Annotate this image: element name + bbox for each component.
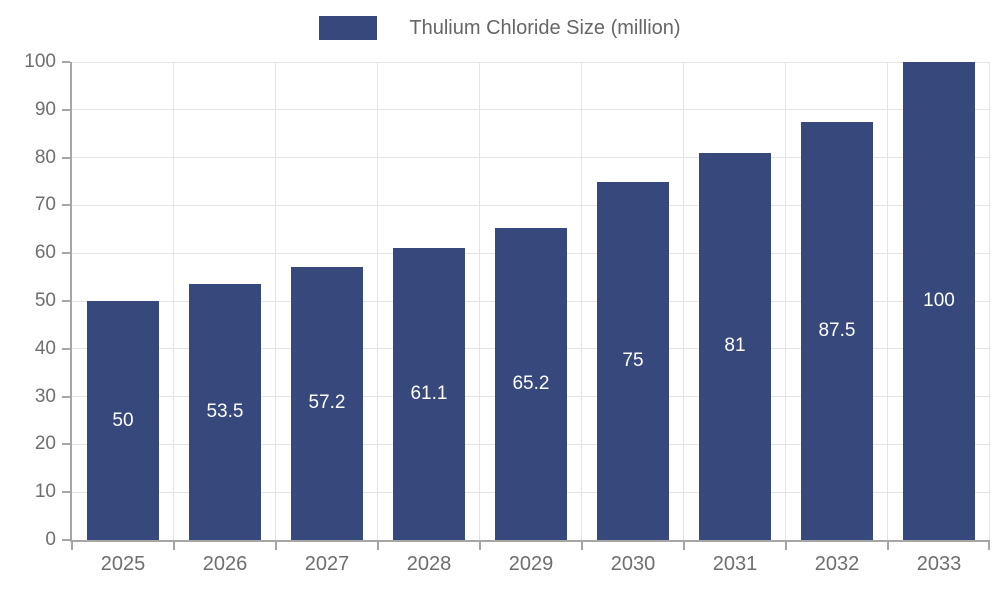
bar[interactable]: 87.5	[800, 121, 874, 540]
bar-value-label: 57.2	[308, 392, 346, 414]
legend[interactable]: Thulium Chloride Size (million)	[0, 15, 1000, 41]
y-axis-tick	[62, 108, 70, 111]
y-axis-label: 10	[34, 481, 56, 503]
y-axis-label: 40	[34, 337, 56, 359]
x-axis-tick	[479, 542, 481, 550]
y-axis-tick	[62, 347, 70, 350]
y-axis-tick	[62, 204, 70, 207]
x-axis-tick	[581, 542, 583, 550]
x-axis-label: 2032	[814, 553, 860, 575]
x-axis-label: 2025	[100, 553, 146, 575]
y-axis-tick	[62, 539, 70, 541]
y-axis-label: 0	[45, 529, 56, 550]
y-axis-label: 90	[34, 98, 56, 120]
bar-value-label: 87.5	[818, 319, 856, 341]
y-axis-tick	[62, 300, 70, 302]
x-axis-label: 2030	[610, 553, 656, 575]
bar[interactable]: 75	[596, 181, 670, 540]
x-axis-tick	[173, 542, 175, 550]
plot-area: 0 10 20 30 40 50 60 70 80 90 100 50 2025 53.5 2026 57.2…	[24, 51, 990, 575]
bar[interactable]: 81	[698, 152, 772, 540]
x-axis-label: 2028	[406, 553, 452, 575]
legend-swatch-icon	[319, 16, 378, 40]
y-axis-label: 50	[34, 290, 56, 311]
x-gridline	[377, 62, 378, 540]
bar[interactable]: 65.2	[494, 228, 568, 540]
y-axis-tick	[62, 491, 70, 494]
x-axis-tick	[377, 542, 379, 550]
bar-value-label: 61.1	[410, 382, 448, 404]
x-gridline	[479, 62, 480, 540]
x-gridline	[887, 62, 888, 540]
bar[interactable]: 61.1	[392, 247, 466, 540]
y-axis-tick	[62, 252, 70, 255]
bar[interactable]: 100	[902, 62, 976, 540]
bar[interactable]: 53.5	[188, 284, 262, 540]
y-gridline	[72, 61, 990, 63]
y-axis-tick	[62, 395, 70, 398]
bar-value-label: 53.5	[206, 401, 244, 423]
y-axis-label: 80	[34, 146, 56, 168]
y-axis-tick	[62, 443, 70, 446]
x-axis-label: 2029	[508, 553, 554, 575]
x-gridline	[275, 62, 276, 540]
y-axis-label: 100	[24, 51, 56, 72]
x-axis-label: 2033	[916, 553, 962, 575]
x-axis-label: 2027	[304, 553, 350, 575]
x-axis-line	[70, 540, 990, 542]
x-axis-tick	[988, 542, 990, 550]
y-gridline	[72, 204, 990, 206]
y-axis-label: 20	[34, 433, 56, 455]
legend-label: Thulium Chloride Size (million)	[409, 17, 681, 39]
bar-value-label: 65.2	[512, 373, 550, 395]
x-gridline	[683, 62, 684, 540]
x-axis-tick	[683, 542, 685, 550]
y-axis-label: 70	[34, 194, 56, 216]
bar-value-label: 81	[724, 335, 746, 357]
y-axis-tick	[62, 156, 70, 159]
x-gridline	[785, 62, 786, 540]
y-axis-label: 30	[34, 385, 56, 407]
x-axis-tick	[785, 542, 787, 550]
x-gridline	[173, 62, 174, 540]
x-axis-label: 2031	[712, 553, 758, 575]
y-axis-tick	[62, 61, 70, 63]
bar-value-label: 50	[112, 409, 134, 431]
y-axis-line	[70, 62, 72, 540]
x-axis-tick	[275, 542, 277, 550]
bar[interactable]: 50	[86, 301, 160, 540]
x-axis-tick	[71, 542, 73, 550]
x-axis-tick	[887, 542, 889, 550]
y-axis-label: 60	[34, 242, 56, 264]
y-gridline	[72, 109, 990, 111]
x-axis-label: 2026	[202, 553, 248, 575]
y-gridline	[72, 157, 990, 159]
x-gridline	[581, 62, 582, 540]
x-gridline	[989, 62, 990, 540]
bar-value-label: 100	[923, 290, 955, 311]
bar-value-label: 75	[622, 349, 644, 371]
bar[interactable]: 57.2	[290, 266, 364, 540]
